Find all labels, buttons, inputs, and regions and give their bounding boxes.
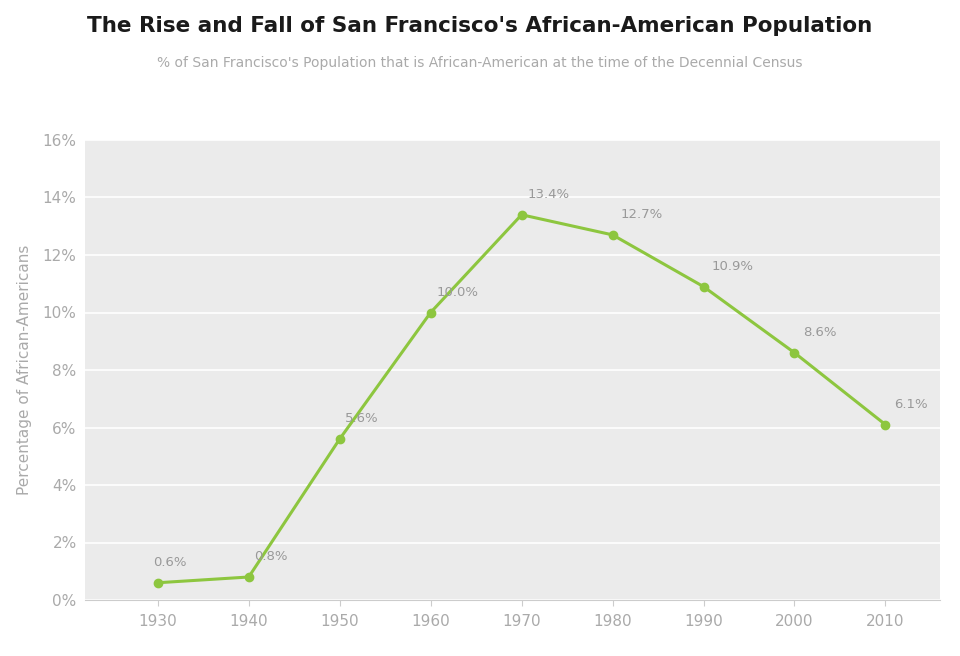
Text: 10.9%: 10.9% (712, 260, 754, 273)
Text: 6.1%: 6.1% (894, 398, 927, 411)
Text: 5.6%: 5.6% (346, 412, 379, 425)
Text: The Rise and Fall of San Francisco's African-American Population: The Rise and Fall of San Francisco's Afr… (87, 16, 873, 36)
Text: 8.6%: 8.6% (803, 326, 836, 339)
Text: 0.8%: 0.8% (254, 550, 288, 563)
Text: 0.6%: 0.6% (154, 556, 187, 569)
Text: 10.0%: 10.0% (436, 285, 478, 298)
Text: 12.7%: 12.7% (621, 208, 663, 221)
Text: % of San Francisco's Population that is African-American at the time of the Dece: % of San Francisco's Population that is … (157, 56, 803, 70)
Text: 13.4%: 13.4% (527, 188, 569, 201)
Y-axis label: Percentage of African-Americans: Percentage of African-Americans (16, 245, 32, 495)
